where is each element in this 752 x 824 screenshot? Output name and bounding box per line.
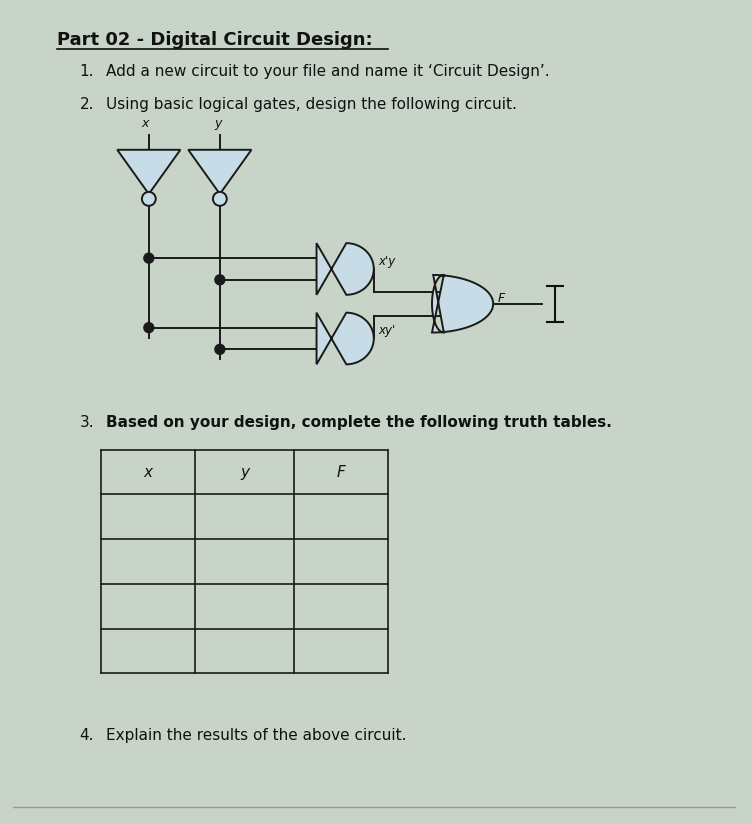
Text: Using basic logical gates, design the following circuit.: Using basic logical gates, design the fo… xyxy=(106,97,517,112)
Text: x'y: x'y xyxy=(379,255,396,268)
Circle shape xyxy=(144,323,153,333)
Polygon shape xyxy=(188,150,251,194)
Text: x: x xyxy=(144,465,153,480)
Text: xy': xy' xyxy=(379,324,396,337)
Polygon shape xyxy=(317,312,374,364)
Text: Based on your design, complete the following truth tables.: Based on your design, complete the follo… xyxy=(106,415,612,430)
Circle shape xyxy=(142,192,156,206)
Text: y: y xyxy=(240,465,249,480)
Text: Add a new circuit to your file and name it ‘Circuit Design’.: Add a new circuit to your file and name … xyxy=(106,64,550,79)
Text: 3.: 3. xyxy=(80,415,94,430)
Polygon shape xyxy=(317,243,374,295)
Text: Part 02 - Digital Circuit Design:: Part 02 - Digital Circuit Design: xyxy=(57,30,373,49)
Text: Explain the results of the above circuit.: Explain the results of the above circuit… xyxy=(106,728,407,743)
Text: y: y xyxy=(214,117,221,130)
Circle shape xyxy=(213,192,227,206)
Text: F: F xyxy=(498,293,505,305)
Text: 1.: 1. xyxy=(80,64,94,79)
Text: 2.: 2. xyxy=(80,97,94,112)
Text: F: F xyxy=(336,465,345,480)
Circle shape xyxy=(215,344,225,354)
Text: 4.: 4. xyxy=(80,728,94,743)
Text: x: x xyxy=(141,117,148,130)
Circle shape xyxy=(144,253,153,263)
Polygon shape xyxy=(117,150,180,194)
Circle shape xyxy=(215,275,225,285)
Polygon shape xyxy=(432,275,493,333)
